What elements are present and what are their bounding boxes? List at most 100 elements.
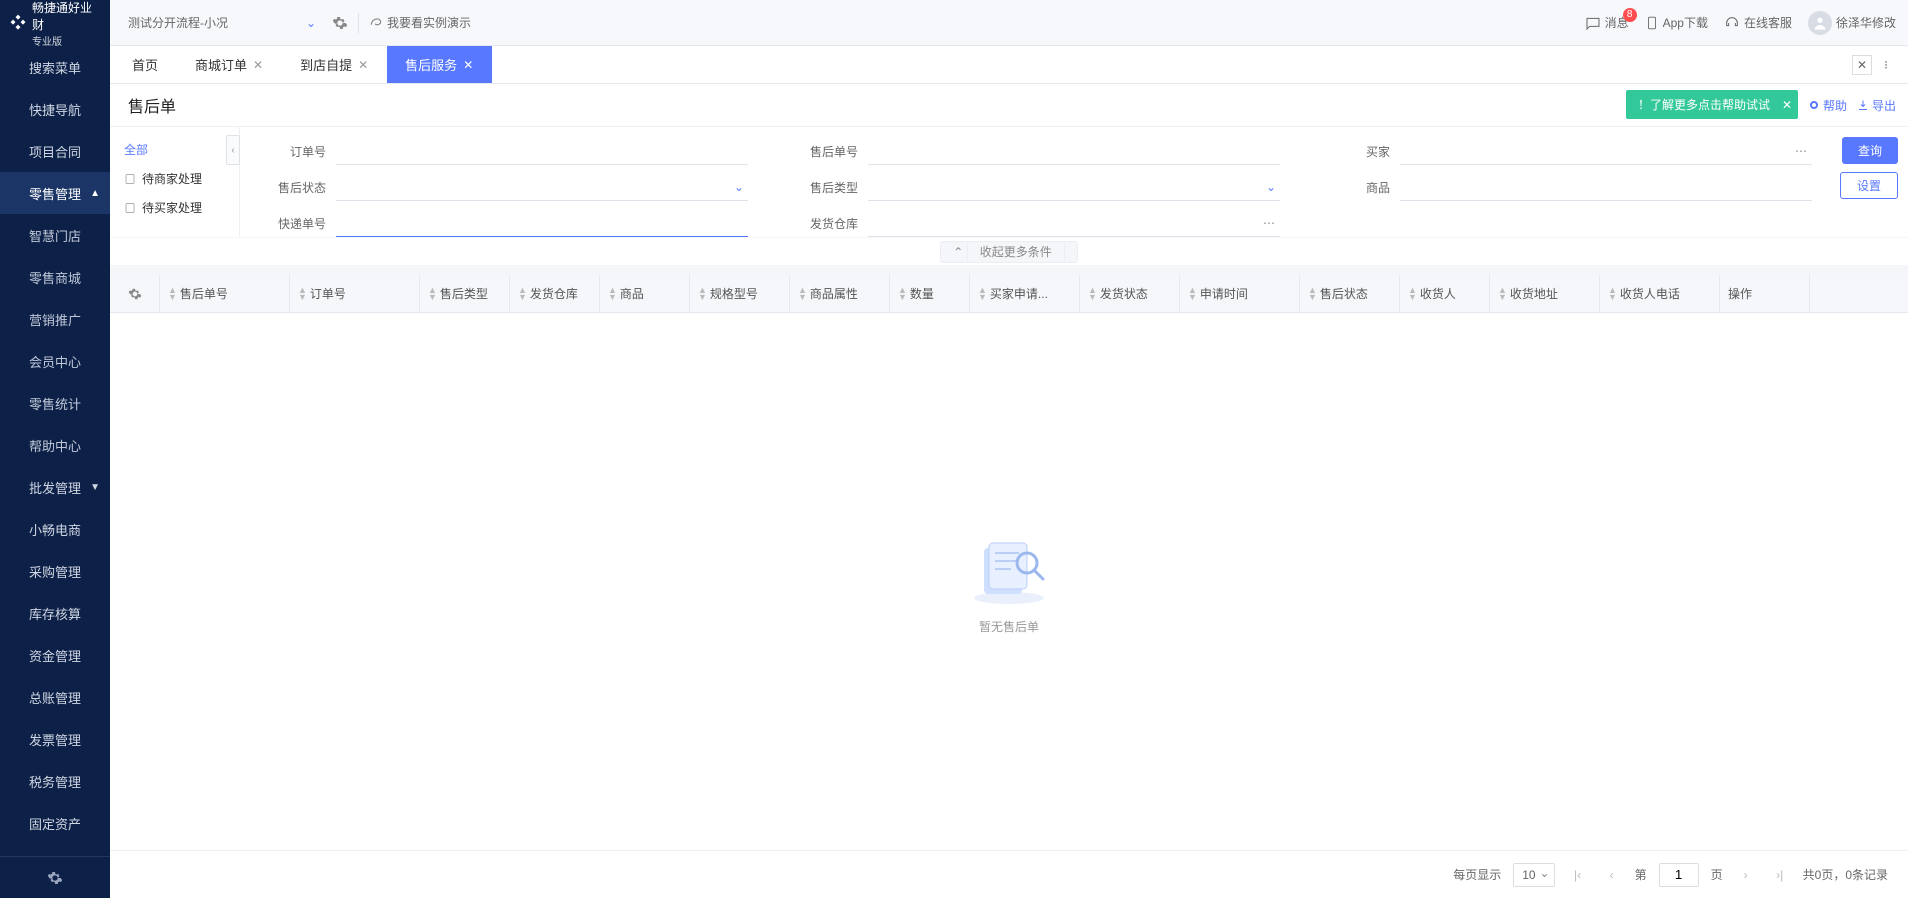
input-ship-warehouse[interactable]: ⋯: [868, 209, 1280, 237]
help-banner[interactable]: ！了解更多点击帮助试试 ✕: [1626, 90, 1798, 119]
sidebar: 畅捷通好业财 专业版 搜索菜单快捷导航项目合同零售管理▲智慧门店零售商城营销推广…: [0, 0, 110, 898]
column-header[interactable]: ▲▼申请时间: [1180, 275, 1300, 312]
tab[interactable]: 商城订单✕: [177, 46, 282, 83]
prev-page-button[interactable]: ‹: [1601, 864, 1623, 886]
sidebar-item[interactable]: 搜索菜单: [0, 46, 110, 88]
column-header[interactable]: ▲▼买家申请...: [970, 275, 1080, 312]
input-express-no[interactable]: [336, 209, 748, 237]
column-header[interactable]: ▲▼订单号: [290, 275, 420, 312]
online-service-button[interactable]: 在线客服: [1724, 14, 1792, 31]
sort-icon[interactable]: ▲▼: [1308, 287, 1317, 300]
next-page-button[interactable]: ›: [1735, 864, 1757, 886]
sort-icon[interactable]: ▲▼: [978, 287, 987, 300]
column-header[interactable]: ▲▼售后类型: [420, 275, 510, 312]
brand-logo[interactable]: 畅捷通好业财 专业版: [0, 0, 110, 46]
sidebar-item[interactable]: 库存核算: [0, 592, 110, 634]
page-input[interactable]: [1659, 863, 1699, 887]
filter-left-collapse[interactable]: ‹: [226, 135, 240, 165]
select-aftersale-type[interactable]: ⌄: [868, 173, 1280, 201]
help-link[interactable]: 帮助: [1810, 97, 1847, 114]
sidebar-item[interactable]: 快捷导航: [0, 88, 110, 130]
sidebar-item[interactable]: 税务管理: [0, 760, 110, 802]
setting-button[interactable]: 设置: [1840, 172, 1898, 199]
input-aftersale-no[interactable]: [868, 137, 1280, 165]
column-header[interactable]: ▲▼规格型号: [690, 275, 790, 312]
sort-icon[interactable]: ▲▼: [298, 287, 307, 300]
sidebar-sub-item[interactable]: 零售商城: [0, 256, 110, 298]
sort-icon[interactable]: ▲▼: [798, 287, 807, 300]
column-header[interactable]: ▲▼售后状态: [1300, 275, 1400, 312]
first-page-button[interactable]: |‹: [1567, 864, 1589, 886]
filter-category-tab[interactable]: 待买家处理: [110, 193, 239, 222]
filter-category-tab[interactable]: 全部: [110, 135, 239, 164]
sort-icon[interactable]: ▲▼: [1188, 287, 1197, 300]
sidebar-sub-item[interactable]: 帮助中心: [0, 424, 110, 466]
sidebar-item[interactable]: 总账管理: [0, 676, 110, 718]
sort-icon[interactable]: ▲▼: [168, 287, 177, 300]
last-page-button[interactable]: ›|: [1769, 864, 1791, 886]
column-settings-button[interactable]: [110, 275, 160, 312]
sort-icon[interactable]: ▲▼: [698, 287, 707, 300]
sidebar-item[interactable]: 固定资产: [0, 802, 110, 844]
sort-icon[interactable]: ▲▼: [608, 287, 617, 300]
flow-selector[interactable]: 测试分开流程-小况 ⌄: [122, 10, 322, 35]
sort-icon[interactable]: ▲▼: [428, 287, 437, 300]
column-header[interactable]: ▲▼收货人电话: [1600, 275, 1720, 312]
filter-collapse-toggle[interactable]: ⌃ 收起更多条件: [110, 237, 1908, 265]
sidebar-item[interactable]: 项目合同: [0, 130, 110, 172]
help-banner-close-icon[interactable]: ✕: [1782, 98, 1792, 112]
column-header[interactable]: ▲▼收货地址: [1490, 275, 1600, 312]
sort-icon[interactable]: ▲▼: [1608, 287, 1617, 300]
sidebar-sub-item[interactable]: 营销推广: [0, 298, 110, 340]
input-goods[interactable]: [1400, 173, 1812, 201]
messages-button[interactable]: 消息 8: [1585, 14, 1629, 31]
warehouse-lookup-icon[interactable]: ⋯: [1263, 216, 1276, 230]
select-aftersale-status[interactable]: ⌄: [336, 173, 748, 201]
sidebar-item[interactable]: 小畅电商: [0, 508, 110, 550]
sidebar-item[interactable]: 工资: [0, 844, 110, 856]
column-header[interactable]: ▲▼售后单号: [160, 275, 290, 312]
tab-close-icon[interactable]: ✕: [358, 58, 368, 72]
sidebar-item[interactable]: 零售管理▲: [0, 172, 110, 214]
input-order-no[interactable]: [336, 137, 748, 165]
sidebar-item[interactable]: 采购管理: [0, 550, 110, 592]
label-aftersale-status: 售后状态: [256, 179, 326, 196]
sort-icon[interactable]: ▲▼: [1088, 287, 1097, 300]
column-header[interactable]: ▲▼商品: [600, 275, 690, 312]
export-link[interactable]: 导出: [1857, 97, 1896, 114]
sidebar-sub-item[interactable]: 会员中心: [0, 340, 110, 382]
column-header[interactable]: ▲▼商品属性: [790, 275, 890, 312]
sidebar-item[interactable]: 资金管理: [0, 634, 110, 676]
sidebar-item[interactable]: 批发管理▼: [0, 466, 110, 508]
sidebar-item[interactable]: 发票管理: [0, 718, 110, 760]
sort-icon[interactable]: ▲▼: [898, 287, 907, 300]
empty-state: 暂无售后单: [110, 313, 1908, 850]
sidebar-sub-item[interactable]: 零售统计: [0, 382, 110, 424]
demo-link[interactable]: 我要看实例演示: [369, 14, 471, 31]
sort-icon[interactable]: ▲▼: [1408, 287, 1417, 300]
tab[interactable]: 到店自提✕: [282, 46, 387, 83]
flow-settings-icon[interactable]: [332, 15, 348, 31]
filter-category-tab[interactable]: 待商家处理: [110, 164, 239, 193]
query-button[interactable]: 查询: [1842, 137, 1898, 164]
sidebar-sub-item[interactable]: 智慧门店: [0, 214, 110, 256]
tab[interactable]: 售后服务✕: [387, 46, 492, 83]
user-menu[interactable]: 徐泽华修改: [1808, 11, 1896, 35]
sort-icon[interactable]: ▲▼: [518, 287, 527, 300]
buyer-lookup-icon[interactable]: ⋯: [1795, 144, 1808, 158]
tab-close-all[interactable]: ✕: [1852, 55, 1872, 75]
per-page-select[interactable]: 10: [1513, 863, 1554, 887]
tab-more[interactable]: ⁝: [1876, 55, 1896, 75]
tab-close-icon[interactable]: ✕: [253, 58, 263, 72]
sidebar-settings[interactable]: [0, 856, 110, 898]
column-header[interactable]: 操作: [1720, 275, 1810, 312]
column-header[interactable]: ▲▼发货仓库: [510, 275, 600, 312]
app-download-button[interactable]: App下载: [1645, 14, 1708, 31]
tab[interactable]: 首页: [114, 46, 177, 83]
input-buyer[interactable]: ⋯: [1400, 137, 1812, 165]
tab-close-icon[interactable]: ✕: [463, 58, 473, 72]
column-header[interactable]: ▲▼收货人: [1400, 275, 1490, 312]
sort-icon[interactable]: ▲▼: [1498, 287, 1507, 300]
column-header[interactable]: ▲▼数量: [890, 275, 970, 312]
column-header[interactable]: ▲▼发货状态: [1080, 275, 1180, 312]
